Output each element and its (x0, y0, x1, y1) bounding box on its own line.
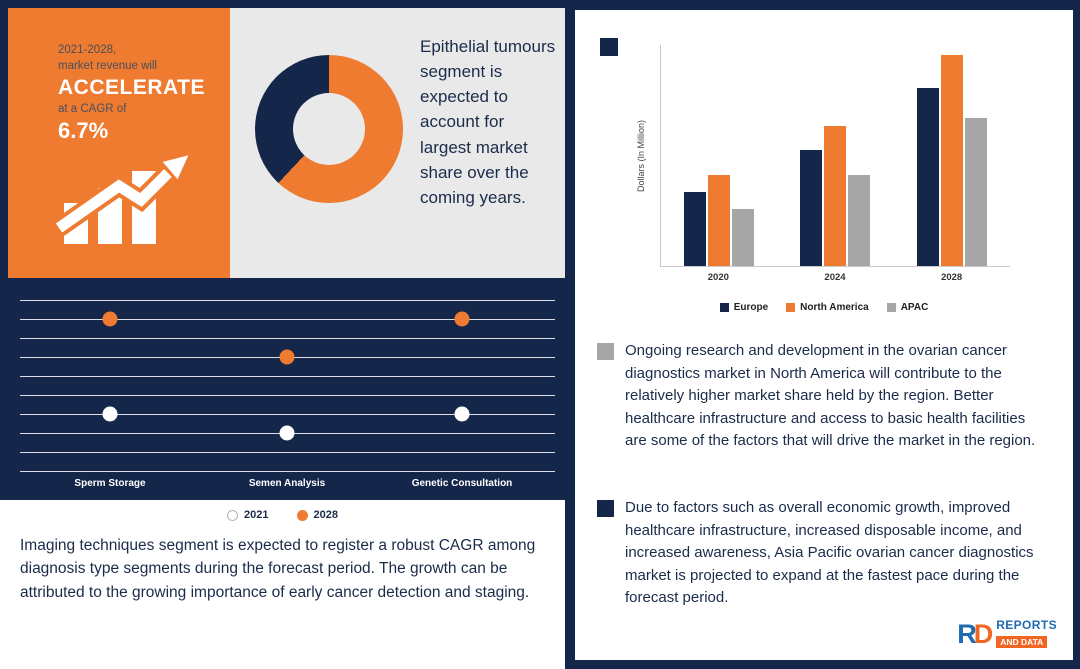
bar-xlabels: 2020 2024 2028 (660, 272, 1010, 283)
logo-mark: RD (957, 618, 993, 649)
dot-legend-label: 2028 (313, 509, 338, 521)
bar-plot (660, 45, 1010, 267)
bar-legend-label: North America (800, 302, 869, 313)
dot-legend-swatch (296, 509, 308, 521)
dot-legend-item: 2028 (296, 509, 338, 521)
dot-plot-grid-line (20, 452, 555, 453)
accelerate-subtitle: market revenue will (58, 60, 158, 73)
bar-legend-swatch (886, 303, 896, 312)
dot-legend-swatch (227, 509, 239, 521)
bar-europe-2024 (800, 150, 823, 266)
dot-2021-genetic-consultation (454, 406, 470, 422)
right-panel: Dollars (In Million) 2020 2024 2028 Europe… (575, 10, 1073, 660)
dot-plot-category-label: Semen Analysis (248, 478, 326, 489)
dot-plot-grid-line (20, 414, 555, 415)
dot-plot (0, 300, 565, 472)
bar-legend-label: Europe (733, 302, 769, 313)
dot-plot-grid-line (20, 319, 555, 320)
bar-north-america-2028 (940, 55, 963, 266)
dot-legend-label: 2021 (244, 509, 269, 521)
bar-legend-item: Europe (719, 302, 769, 313)
bar-chart: Dollars (In Million) 2020 2024 2028 (630, 25, 1020, 285)
logo-text: REPORTS AND DATA (996, 618, 1057, 650)
bar-xlabel: 2028 (941, 272, 963, 283)
dot-plot-grid-line (20, 395, 555, 396)
bar-chart-ylabel: Dollars (In Million) (636, 120, 646, 193)
dot-2028-semen-analysis (279, 349, 295, 365)
logo-letter-d: D (973, 618, 993, 649)
bar-north-america-2024 (824, 126, 847, 266)
bar-legend-item: APAC (886, 302, 929, 313)
donut-caption: Epithelial tumours segment is expected t… (420, 37, 556, 207)
accelerate-cagr-value: 6.7% (58, 118, 109, 144)
bar-xlabel: 2024 (824, 272, 846, 283)
dot-legend-item: 2021 (227, 509, 269, 521)
insight-apac: Due to factors such as overall economic … (597, 497, 1057, 610)
bar-europe-2020 (684, 192, 707, 266)
bullet-square-navy (597, 500, 614, 517)
insight-north-america-text: Ongoing research and development in the … (625, 342, 1036, 449)
bar-apac-2024 (848, 175, 871, 266)
dot-plot-grid-line (20, 376, 555, 377)
dot-2021-semen-analysis (279, 425, 295, 441)
accelerate-headline: ACCELERATE (58, 76, 205, 100)
dot-plot-grid-line (20, 471, 555, 472)
bar-xlabel: 2020 (707, 272, 729, 283)
donut-section: Epithelial tumours segment is expected t… (230, 8, 565, 278)
bar-legend-swatch (786, 303, 796, 312)
dot-2028-sperm-storage (102, 311, 118, 327)
insight-apac-text: Due to factors such as overall economic … (625, 499, 1034, 606)
bar-apac-2028 (964, 118, 987, 266)
bar-europe-2028 (916, 88, 939, 266)
dot-plot-grid-line (20, 300, 555, 301)
insight-north-america: Ongoing research and development in the … (597, 340, 1057, 453)
dot-plot-category-label: Genetic Consultation (411, 478, 513, 489)
accelerate-box: 2021-2028, market revenue will ACCELERAT… (8, 8, 230, 278)
bar-apac-2020 (732, 209, 755, 266)
dot-plot-legend: 2021 2028 (0, 509, 565, 521)
reports-and-data-logo: RD REPORTS AND DATA (957, 618, 1057, 650)
bar-group-2024 (800, 126, 871, 266)
accelerate-cagr-label: at a CAGR of (58, 103, 127, 116)
logo-anddata: AND DATA (996, 636, 1048, 648)
accelerate-period: 2021-2028, (58, 44, 117, 56)
dot-2028-genetic-consultation (454, 311, 470, 327)
donut-chart (255, 55, 403, 203)
decor-square (600, 38, 618, 56)
logo-letter-r: R (957, 618, 976, 649)
bar-legend-label: APAC (900, 302, 929, 313)
donut-hole (293, 93, 365, 165)
dot-plot-categories: Sperm Storage Semen Analysis Genetic Consu… (0, 478, 565, 492)
dot-2021-sperm-storage (102, 406, 118, 422)
dot-plot-category-label: Sperm Storage (74, 478, 146, 489)
bar-group-2020 (684, 175, 755, 266)
left-bottom-section: 2021 2028 Imaging techniques segment is e… (0, 500, 565, 669)
bar-group-2028 (916, 55, 987, 266)
growth-arrow-icon (56, 150, 194, 244)
bar-north-america-2020 (708, 175, 731, 266)
dot-plot-grid-line (20, 338, 555, 339)
bar-legend-swatch (719, 303, 729, 312)
bar-chart-legend: Europe North America APAC (575, 302, 1073, 313)
bar-legend-item: North America (786, 302, 869, 313)
imaging-paragraph: Imaging techniques segment is expected t… (20, 537, 536, 601)
logo-reports: REPORTS (996, 618, 1057, 632)
bullet-square-gray (597, 343, 614, 360)
